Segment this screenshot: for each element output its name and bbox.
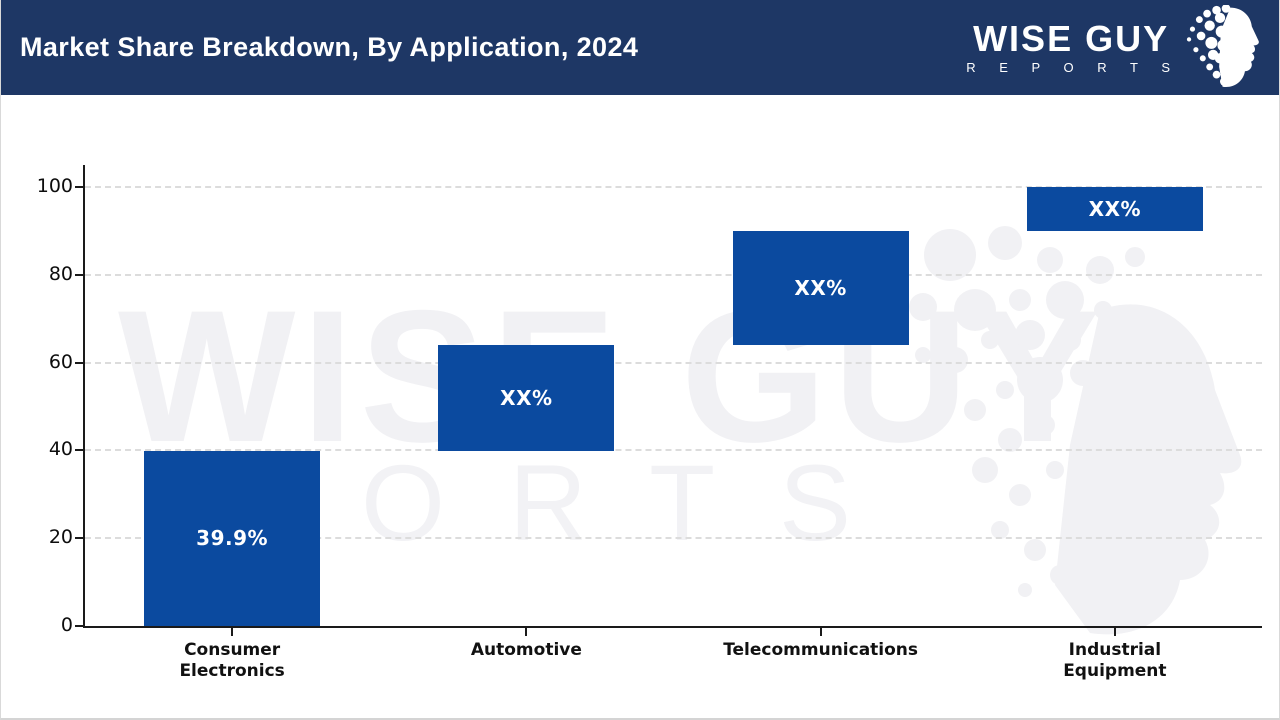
logo-subtitle: R E P O R T S <box>966 60 1180 75</box>
head-profile-icon <box>1186 4 1259 87</box>
watermark-head-graphic <box>909 226 1242 635</box>
logo-wordmark: WISE GUY <box>973 18 1170 59</box>
bar-value-label: XX% <box>500 385 553 410</box>
y-tick-label-20: 20 <box>48 526 73 549</box>
gridline-60 <box>85 361 1262 364</box>
y-tick-label-60: 60 <box>48 350 73 373</box>
gridline-20 <box>85 537 1262 540</box>
bar-consumer-electronics: 39.9% <box>144 450 321 626</box>
wise-guy-reports-logo: WISE GUY R E P O R T S <box>962 4 1280 91</box>
y-tick-label-100: 100 <box>36 175 73 197</box>
y-tick-mark-20 <box>75 537 83 540</box>
gridline-80 <box>85 273 1262 276</box>
x-axis-line <box>83 626 1262 628</box>
waterfall-chart: 0 20 40 60 80 100 39.9% Consumer Electronics XX%… <box>0 95 1280 720</box>
bar-value-label: XX% <box>1088 196 1142 221</box>
bar-value-label: XX% <box>794 275 847 300</box>
gridline-40 <box>85 449 1262 452</box>
x-tick-mark-0 <box>231 628 234 636</box>
x-tick-mark-1 <box>525 628 528 636</box>
watermark-subtitle: PORTS <box>225 442 916 563</box>
y-tick-label-0: 0 <box>60 614 73 636</box>
bar-telecommunications: XX% <box>732 230 909 346</box>
logo-text: WISE GUY R E P O R T S <box>962 18 1180 76</box>
page-title: Market Share Breakdown, By Application, … <box>20 32 639 62</box>
y-tick-mark-80 <box>75 273 83 276</box>
bar-industrial-equipment: XX% <box>1026 187 1203 231</box>
bar-automotive: XX% <box>438 345 615 451</box>
y-tick-mark-100 <box>75 186 83 188</box>
x-tick-mark-3 <box>1113 628 1116 636</box>
y-tick-mark-0 <box>75 625 83 627</box>
category-label-1: Automotive <box>470 640 582 660</box>
x-tick-mark-2 <box>819 628 822 636</box>
category-label-2: Telecommunications <box>723 640 919 660</box>
y-tick-mark-40 <box>75 449 83 452</box>
y-tick-label-80: 80 <box>48 262 73 285</box>
category-label-3: Industrial Equipment <box>1063 640 1167 681</box>
y-tick-label-40: 40 <box>48 438 73 461</box>
y-tick-mark-60 <box>75 361 83 364</box>
category-label-0: Consumer Electronics <box>179 640 285 681</box>
gridline-100 <box>85 186 1262 188</box>
y-axis-line <box>83 165 85 628</box>
header-bar: Market Share Breakdown, By Application, … <box>0 0 1280 95</box>
bar-value-label: 39.9% <box>196 526 269 551</box>
